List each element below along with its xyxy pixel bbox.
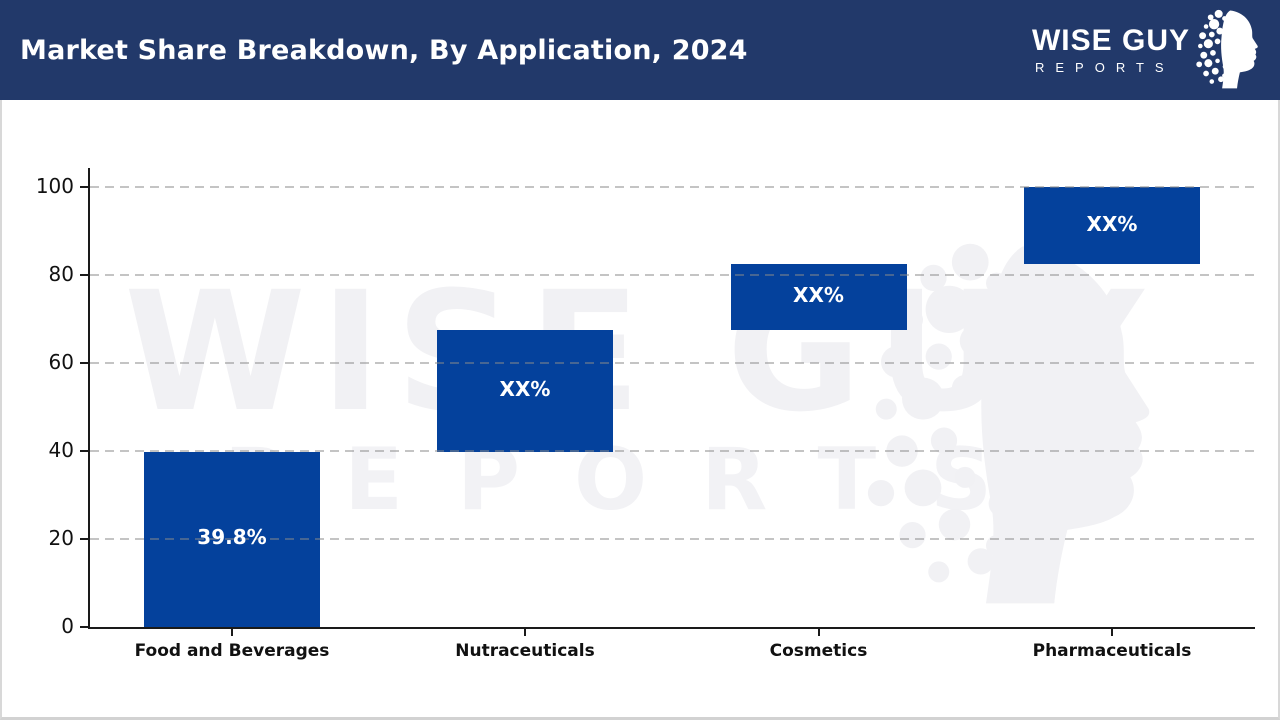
y-tick-label: 20 xyxy=(48,526,74,550)
x-tick xyxy=(524,629,526,636)
x-category-label: Food and Beverages xyxy=(134,641,330,661)
y-tick xyxy=(80,362,88,364)
x-tick xyxy=(817,629,820,636)
gridline xyxy=(90,538,1255,540)
logo-wordmark: WISE GUY xyxy=(1031,23,1190,57)
x-category-label: Pharmaceuticals xyxy=(1032,641,1192,661)
bar-value-label: XX% xyxy=(1086,211,1138,236)
head-profile-dots-icon xyxy=(1192,7,1266,93)
x-tick xyxy=(1111,629,1113,636)
y-tick-label: 80 xyxy=(48,262,74,286)
logo-text: WISE GUY REPORTS xyxy=(1031,23,1190,75)
bar-value-label: XX% xyxy=(793,283,844,307)
header-bar: Market Share Breakdown, By Application, … xyxy=(0,0,1280,100)
y-tick xyxy=(80,538,88,540)
gridline xyxy=(90,450,1255,452)
chart-area: WISE GUY REPORTS 39.8% XX% XX% XX% 0 20 40 60 80… xyxy=(0,100,1280,720)
bar-value-label: 39.8% xyxy=(197,525,267,550)
y-axis-line xyxy=(88,168,90,629)
y-tick-label: 100 xyxy=(35,174,74,198)
x-tick xyxy=(231,629,233,636)
y-tick-label: 40 xyxy=(48,438,74,462)
x-axis-line xyxy=(88,627,1255,629)
bar-value-label: XX% xyxy=(499,376,551,401)
gridline xyxy=(90,186,1255,188)
logo-subtitle: REPORTS xyxy=(1034,59,1175,75)
x-category-label: Nutraceuticals xyxy=(455,641,595,661)
bar-nutraceuticals xyxy=(437,330,613,452)
x-category-label: Cosmetics xyxy=(769,641,868,661)
chart-title: Market Share Breakdown, By Application, … xyxy=(20,34,748,66)
y-tick xyxy=(80,186,88,188)
y-tick-label: 0 xyxy=(61,614,74,638)
gridline xyxy=(90,274,1255,276)
y-tick xyxy=(80,450,88,452)
bar-pharmaceuticals xyxy=(1024,187,1200,264)
y-tick-label: 60 xyxy=(48,350,74,374)
gridline xyxy=(90,362,1255,364)
watermark-head-icon xyxy=(860,230,1175,629)
y-tick xyxy=(80,274,88,276)
y-tick xyxy=(80,626,88,628)
wise-guy-reports-logo: WISE GUY REPORTS xyxy=(1032,7,1266,93)
